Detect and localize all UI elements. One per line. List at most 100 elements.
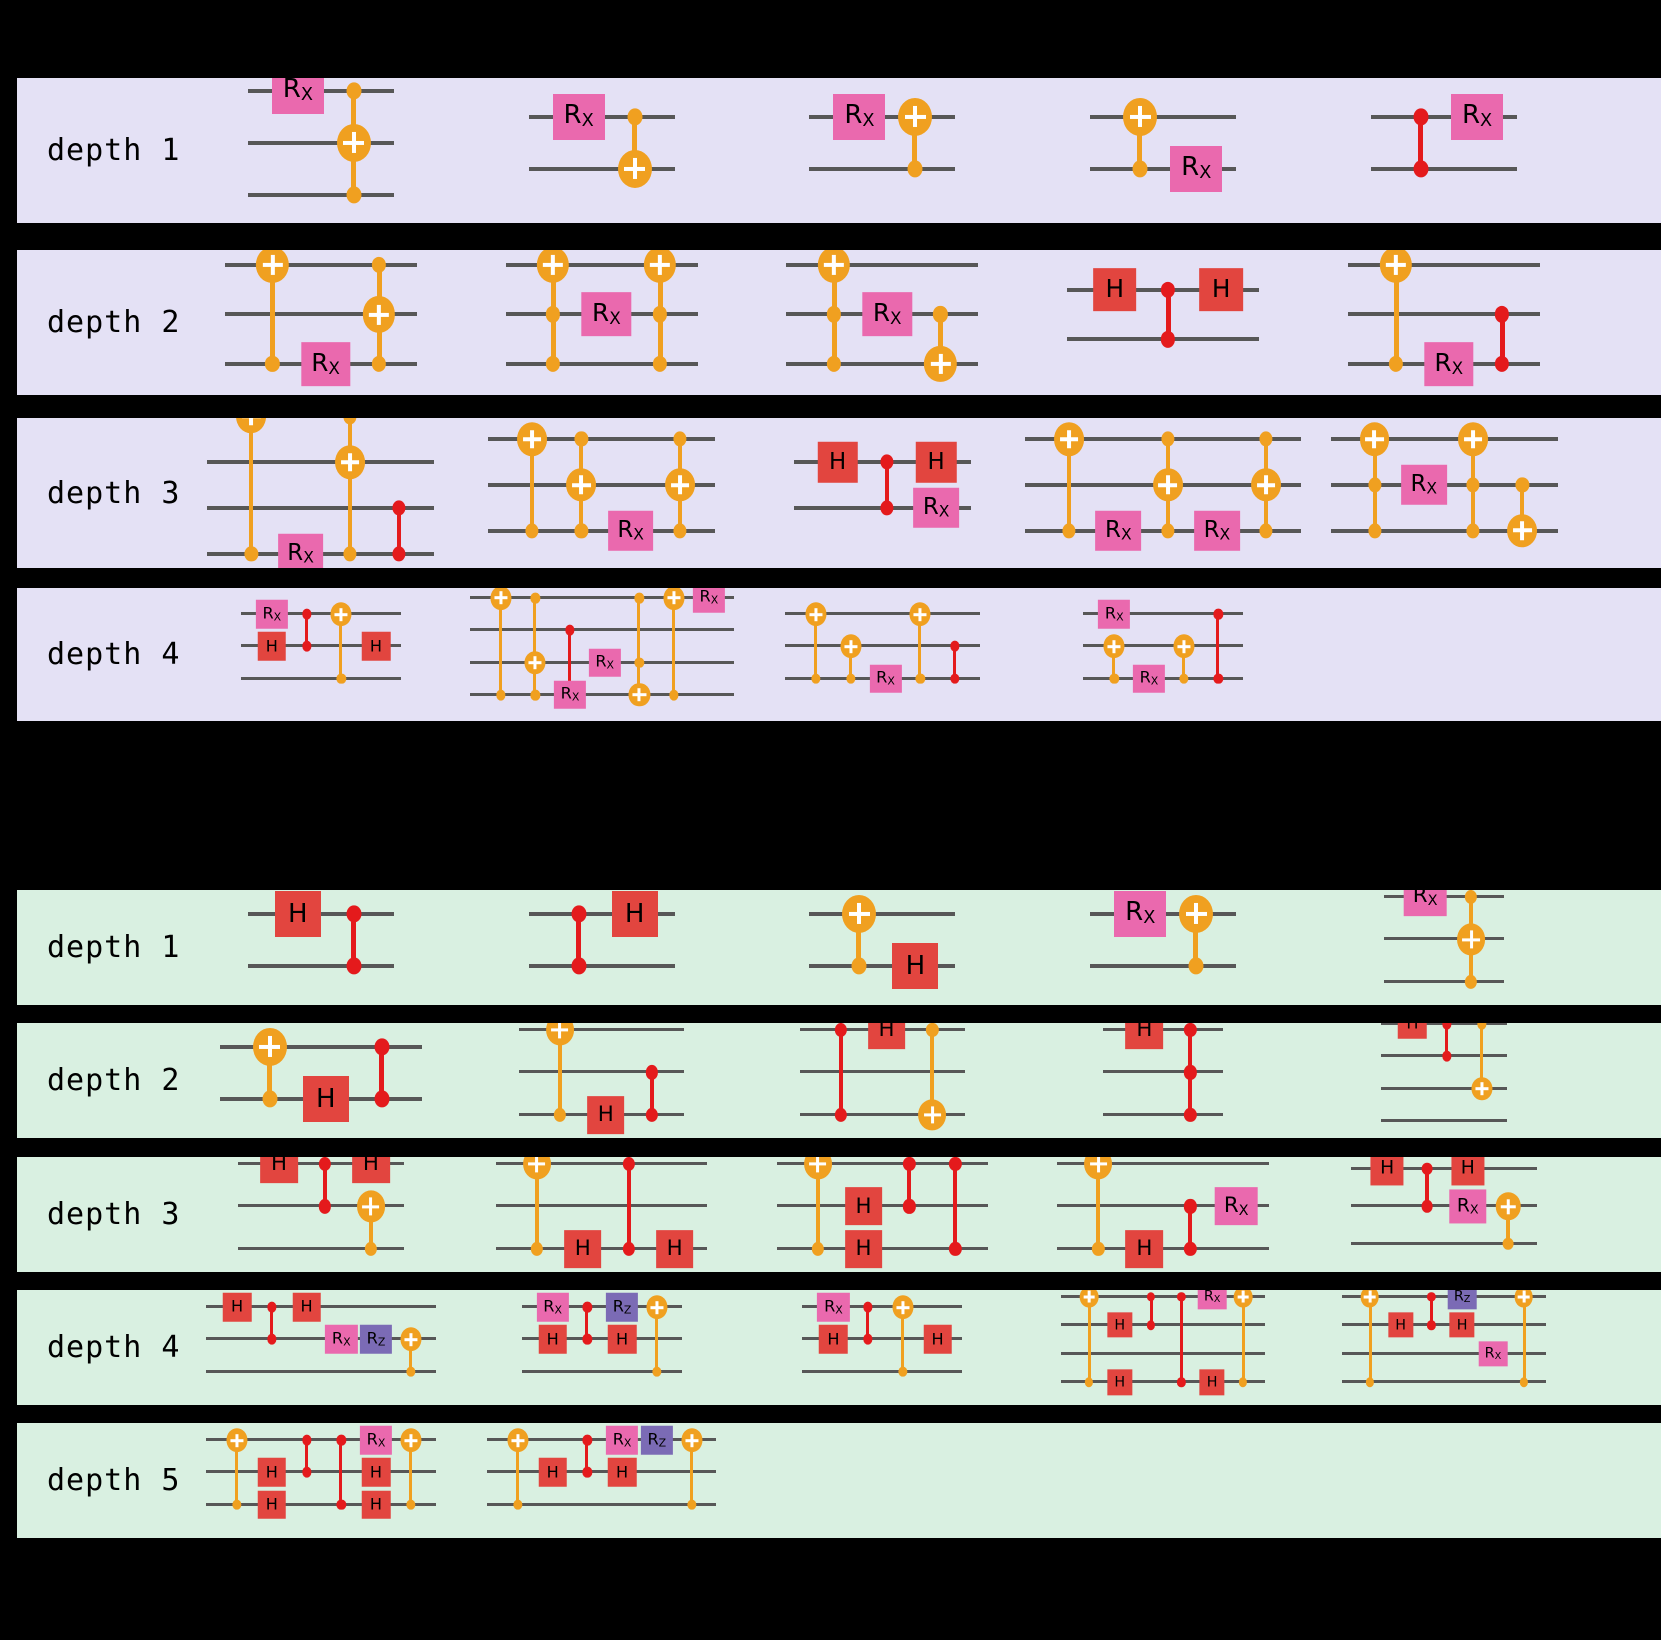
quantum-circuit: H [1103,1023,1224,1133]
quantum-circuit: RX H RZ H [521,1292,682,1389]
control-dot-red [301,608,312,620]
quantum-circuit: RX [488,422,716,551]
control-dot-orange [1502,1237,1514,1251]
gate-rx: RX [1214,1187,1258,1226]
gate-h: H [1451,1157,1485,1186]
quantum-circuit: H [247,890,394,984]
qubit-wire [518,1027,685,1031]
cnot-target-icon [805,602,827,627]
control-dot-red [645,1108,658,1123]
gate-connector [339,1440,343,1505]
qubit-wire [238,1247,404,1251]
row-label: depth 4 [47,1330,181,1365]
quantum-circuit: H [1381,1023,1507,1138]
gate-rx: RX [1451,93,1504,140]
control-dot-orange [1179,673,1189,685]
cnot-target-icon [628,683,650,707]
gate-rx: RX [1170,145,1223,192]
quantum-circuit: RX [1090,890,1237,984]
control-dot-orange [851,956,867,975]
band-purple-depth-4: depth 4 RX H H RX RX RX RX RX RX [17,588,1661,721]
control-dot-orange [811,1242,824,1257]
circuit-row: H H H H H [180,1023,1661,1138]
control-dot-orange [1259,431,1273,447]
gate-connector [1188,1206,1193,1250]
qubit-wire [206,1369,436,1373]
control-dot-orange [634,657,645,668]
gate-h: H [1125,1230,1164,1268]
gate-connector [952,646,956,679]
gate-rx: RX [1095,510,1142,551]
qubit-wire [809,166,956,171]
qubit-wire [505,361,698,366]
gate-connector [378,1046,384,1099]
control-dot-orange [406,1366,416,1378]
gate-h: H [538,1325,567,1354]
cnot-target-icon [803,1157,832,1180]
qubit-wire [785,644,980,648]
control-dot-orange [652,355,667,373]
qubit-wire [1348,263,1540,268]
qubit-wire [1061,1323,1265,1327]
gate-rx: RX [325,1325,358,1354]
qubit-wire [528,963,675,968]
gate-connector [1479,1024,1483,1089]
gate-connector [266,1046,272,1099]
control-dot-orange [652,306,667,323]
gate-connector [575,913,581,966]
gate-h: H [538,1458,567,1487]
gate-h: H [923,1325,952,1354]
gate-rx: RX [588,648,621,677]
control-dot-orange [1259,523,1273,539]
gate-h: H [1449,1312,1475,1338]
qubit-wire [488,482,716,487]
circuit-row: RX RX H H RX RX RX RX [180,418,1661,568]
circuit-row: H H H H H H H RX H H RX [180,1157,1661,1272]
cnot-target-icon [362,296,395,333]
qubit-wire [785,612,980,616]
control-dot-orange [1367,477,1382,493]
control-dot-orange [244,546,258,562]
control-dot-orange [530,592,540,604]
qubit-wire [1090,114,1237,119]
quantum-circuit: H H RX H [1061,1290,1265,1401]
gate-h: H [867,1023,906,1049]
control-dot-red [392,500,406,516]
control-dot-red [1494,355,1510,373]
cnot-target-icon [1179,894,1214,933]
quantum-circuit: RX [247,78,394,213]
control-dot-orange [1062,523,1076,539]
qubit-wire [207,460,435,465]
quantum-circuit: H RX H RZ [486,1425,717,1522]
qubit-wire [247,192,394,197]
control-dot-red [1160,281,1176,298]
quantum-circuit: RX [786,250,979,382]
gate-connector [866,1307,870,1340]
control-dot-red [301,641,312,652]
quantum-circuit: RX H H [240,599,401,696]
control-dot-red [301,1467,312,1478]
control-dot-red [336,1499,346,1511]
cnot-target-icon [507,1428,529,1453]
control-dot-orange [1519,1377,1528,1388]
qubit-wire [486,1470,717,1474]
quantum-circuit: H H RX [793,441,972,529]
gate-h: H [274,890,321,937]
gate-connector [1393,265,1399,364]
qubit-wire [528,911,675,916]
gate-connector [339,614,343,679]
gate-connector [515,1440,519,1505]
qubit-wire [206,1305,436,1309]
gate-connector [1520,484,1525,531]
cnot-target-icon [1123,97,1158,136]
control-dot-orange [846,673,856,685]
qubit-wire [505,263,698,268]
qubit-wire [1330,528,1558,533]
control-dot-red [582,1434,593,1446]
control-dot-orange [933,306,948,323]
quantum-circuit: RX [1371,93,1518,187]
control-dot-orange [530,1242,543,1257]
cnot-target-icon [1173,634,1195,659]
cnot-target-icon [356,1190,385,1223]
cnot-target-icon [842,894,877,933]
